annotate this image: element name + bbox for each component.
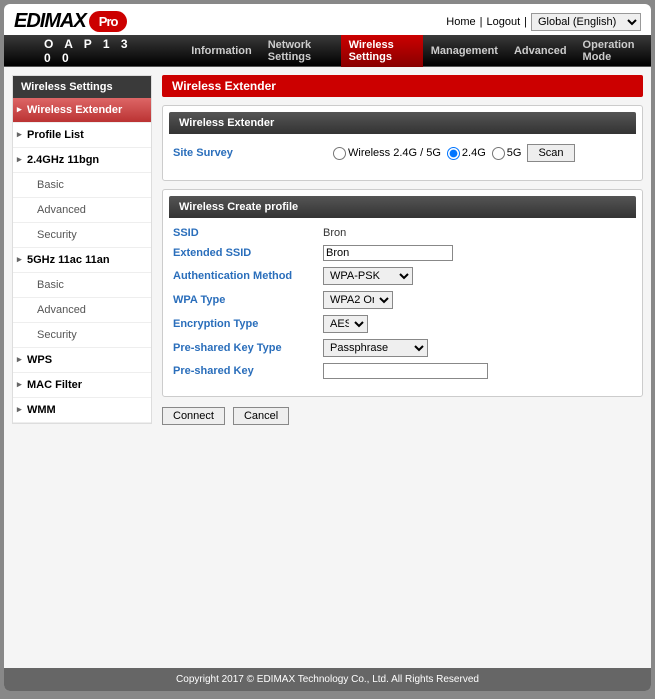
auth-select[interactable]: WPA-PSK xyxy=(323,267,413,285)
nav-wireless-settings[interactable]: Wireless Settings xyxy=(341,35,423,67)
sidebar-item-mac-filter[interactable]: MAC Filter xyxy=(13,373,151,398)
sidebar-item-2-4ghz-11bgn[interactable]: 2.4GHz 11bgn xyxy=(13,148,151,173)
home-link[interactable]: Home xyxy=(446,16,475,28)
ssid-value: Bron xyxy=(323,227,346,239)
auth-label: Authentication Method xyxy=(173,270,323,282)
extender-head: Wireless Extender xyxy=(169,112,636,134)
site-survey-label: Site Survey xyxy=(173,147,323,159)
brand-badge: Pro xyxy=(89,11,128,32)
language-select[interactable]: Global (English) xyxy=(531,13,641,31)
ssid-label: SSID xyxy=(173,227,323,239)
nav-network-settings[interactable]: Network Settings xyxy=(260,35,341,67)
brand-logo: EDIMAXPro xyxy=(14,10,127,33)
sidebar-item-profile-list[interactable]: Profile List xyxy=(13,123,151,148)
logout-link[interactable]: Logout xyxy=(486,16,520,28)
ext-ssid-label: Extended SSID xyxy=(173,247,323,259)
sidebar-item-security[interactable]: Security xyxy=(13,223,151,248)
sidebar-item-5ghz-11ac-11an[interactable]: 5GHz 11ac 11an xyxy=(13,248,151,273)
sidebar-item-security[interactable]: Security xyxy=(13,323,151,348)
brand-name: EDIMAX xyxy=(14,10,86,32)
sidebar: Wireless Settings Wireless ExtenderProfi… xyxy=(12,75,152,424)
sidebar-item-wps[interactable]: WPS xyxy=(13,348,151,373)
nav-advanced[interactable]: Advanced xyxy=(506,35,575,67)
separator: | xyxy=(524,16,527,28)
sidebar-item-wireless-extender[interactable]: Wireless Extender xyxy=(13,98,151,123)
model-label: O A P 1 3 0 0 xyxy=(44,37,133,65)
wpa-label: WPA Type xyxy=(173,294,323,306)
scan-button[interactable]: Scan xyxy=(527,144,574,162)
footer-copyright: Copyright 2017 © EDIMAX Technology Co., … xyxy=(4,668,651,691)
sidebar-title: Wireless Settings xyxy=(13,76,151,98)
radio-both[interactable]: Wireless 2.4G / 5G xyxy=(333,147,441,160)
sidebar-item-basic[interactable]: Basic xyxy=(13,273,151,298)
profile-panel: Wireless Create profile SSID Bron Extend… xyxy=(162,189,643,397)
enc-select[interactable]: AES xyxy=(323,315,368,333)
main-nav: O A P 1 3 0 0 Information Network Settin… xyxy=(4,35,651,67)
ext-ssid-input[interactable] xyxy=(323,245,453,261)
enc-label: Encryption Type xyxy=(173,318,323,330)
nav-operation-mode[interactable]: Operation Mode xyxy=(575,35,651,67)
page-title: Wireless Extender xyxy=(162,75,643,97)
connect-button[interactable]: Connect xyxy=(162,407,225,425)
pkt-select[interactable]: Passphrase xyxy=(323,339,428,357)
nav-information[interactable]: Information xyxy=(183,35,260,67)
pkt-label: Pre-shared Key Type xyxy=(173,342,323,354)
sidebar-item-advanced[interactable]: Advanced xyxy=(13,298,151,323)
sidebar-item-wmm[interactable]: WMM xyxy=(13,398,151,423)
extender-panel: Wireless Extender Site Survey Wireless 2… xyxy=(162,105,643,181)
psk-label: Pre-shared Key xyxy=(173,365,323,377)
cancel-button[interactable]: Cancel xyxy=(233,407,289,425)
nav-management[interactable]: Management xyxy=(423,35,506,67)
psk-input[interactable] xyxy=(323,363,488,379)
wpa-select[interactable]: WPA2 Only xyxy=(323,291,393,309)
profile-head: Wireless Create profile xyxy=(169,196,636,218)
separator: | xyxy=(480,16,483,28)
radio-5g[interactable]: 5G xyxy=(492,147,522,160)
sidebar-item-basic[interactable]: Basic xyxy=(13,173,151,198)
radio-24g[interactable]: 2.4G xyxy=(447,147,486,160)
sidebar-item-advanced[interactable]: Advanced xyxy=(13,198,151,223)
